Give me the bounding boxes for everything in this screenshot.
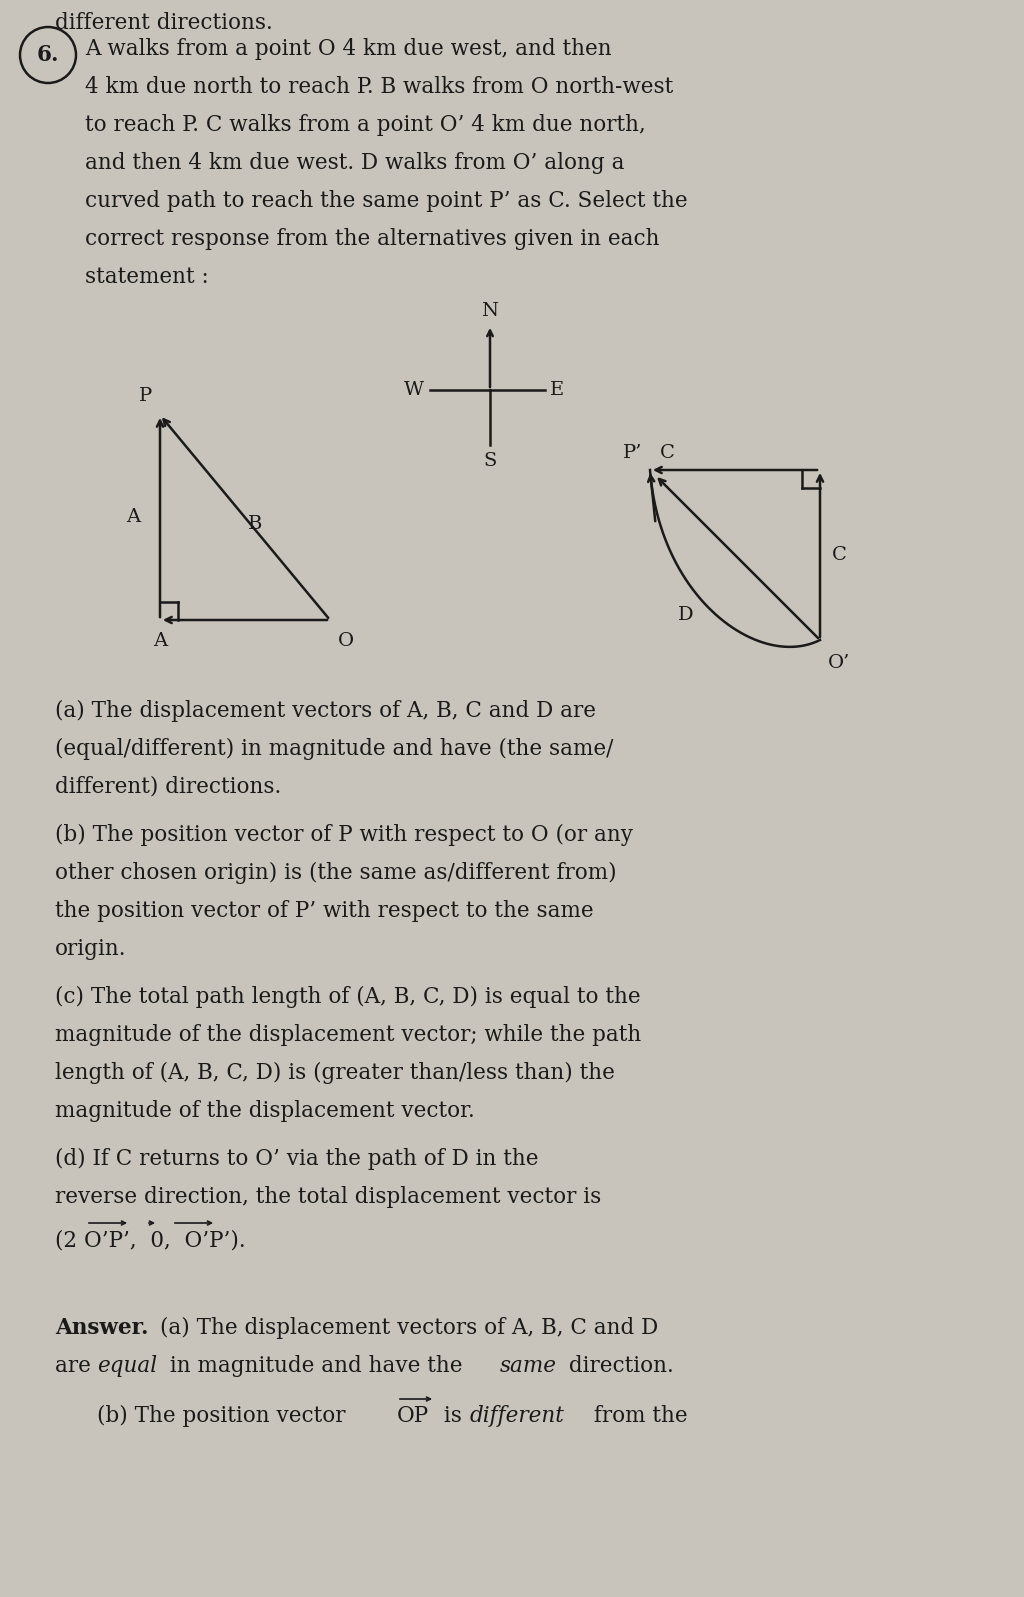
Text: P’: P’: [623, 444, 642, 462]
Text: different directions.: different directions.: [55, 13, 272, 34]
Text: is: is: [437, 1405, 469, 1428]
Text: (b) The position vector of P with respect to O (or any: (b) The position vector of P with respec…: [55, 824, 633, 846]
Text: O’: O’: [828, 655, 850, 672]
Text: same: same: [500, 1354, 557, 1377]
Text: to reach P. C walks from a point O’ 4 km due north,: to reach P. C walks from a point O’ 4 km…: [85, 113, 646, 136]
Text: B: B: [248, 514, 262, 533]
Text: (2 O’P’,  0,  O’P’).: (2 O’P’, 0, O’P’).: [55, 1230, 246, 1250]
Text: 6.: 6.: [37, 45, 59, 65]
Text: magnitude of the displacement vector.: magnitude of the displacement vector.: [55, 1100, 475, 1123]
Text: are: are: [55, 1354, 97, 1377]
Text: in magnitude and have the: in magnitude and have the: [163, 1354, 469, 1377]
Text: curved path to reach the same point P’ as C. Select the: curved path to reach the same point P’ a…: [85, 190, 688, 212]
Text: N: N: [481, 302, 499, 319]
Text: A: A: [153, 632, 167, 650]
Text: correct response from the alternatives given in each: correct response from the alternatives g…: [85, 228, 659, 251]
Text: different: different: [470, 1405, 565, 1428]
Text: 4 km due north to reach P. B walks from O north-west: 4 km due north to reach P. B walks from …: [85, 77, 673, 97]
Text: A walks from a point O 4 km due west, and then: A walks from a point O 4 km due west, an…: [85, 38, 611, 61]
Text: reverse direction, the total displacement vector is: reverse direction, the total displacemen…: [55, 1187, 601, 1207]
Text: the position vector of P’ with respect to the same: the position vector of P’ with respect t…: [55, 901, 594, 921]
Text: origin.: origin.: [55, 937, 127, 960]
Text: different) directions.: different) directions.: [55, 776, 282, 798]
Text: other chosen origin) is (the same as/different from): other chosen origin) is (the same as/dif…: [55, 862, 616, 885]
Text: S: S: [483, 452, 497, 470]
Text: equal: equal: [97, 1354, 157, 1377]
Text: (c) The total path length of (A, B, C, D) is equal to the: (c) The total path length of (A, B, C, D…: [55, 985, 641, 1008]
Text: C: C: [831, 546, 847, 564]
Text: OP: OP: [397, 1405, 429, 1428]
Text: direction.: direction.: [562, 1354, 674, 1377]
Text: and then 4 km due west. D walks from O’ along a: and then 4 km due west. D walks from O’ …: [85, 152, 625, 174]
Text: (a) The displacement vectors of A, B, C and D: (a) The displacement vectors of A, B, C …: [160, 1318, 658, 1340]
Text: (a) The displacement vectors of A, B, C and D are: (a) The displacement vectors of A, B, C …: [55, 699, 596, 722]
Text: (b) The position vector: (b) The position vector: [97, 1405, 352, 1428]
Text: (equal/different) in magnitude and have (the same/: (equal/different) in magnitude and have …: [55, 738, 613, 760]
Text: W: W: [404, 382, 424, 399]
Text: from the: from the: [587, 1405, 688, 1428]
Text: O: O: [338, 632, 354, 650]
Text: length of (A, B, C, D) is (greater than/less than) the: length of (A, B, C, D) is (greater than/…: [55, 1062, 614, 1084]
Text: Answer.: Answer.: [55, 1318, 148, 1338]
Text: (d) If C returns to O’ via the path of D in the: (d) If C returns to O’ via the path of D…: [55, 1148, 539, 1171]
Text: A: A: [126, 508, 140, 525]
Text: magnitude of the displacement vector; while the path: magnitude of the displacement vector; wh…: [55, 1024, 641, 1046]
Text: P: P: [138, 386, 152, 406]
Text: D: D: [678, 605, 693, 623]
Text: C: C: [660, 444, 675, 462]
Text: E: E: [550, 382, 564, 399]
Text: statement :: statement :: [85, 267, 209, 287]
